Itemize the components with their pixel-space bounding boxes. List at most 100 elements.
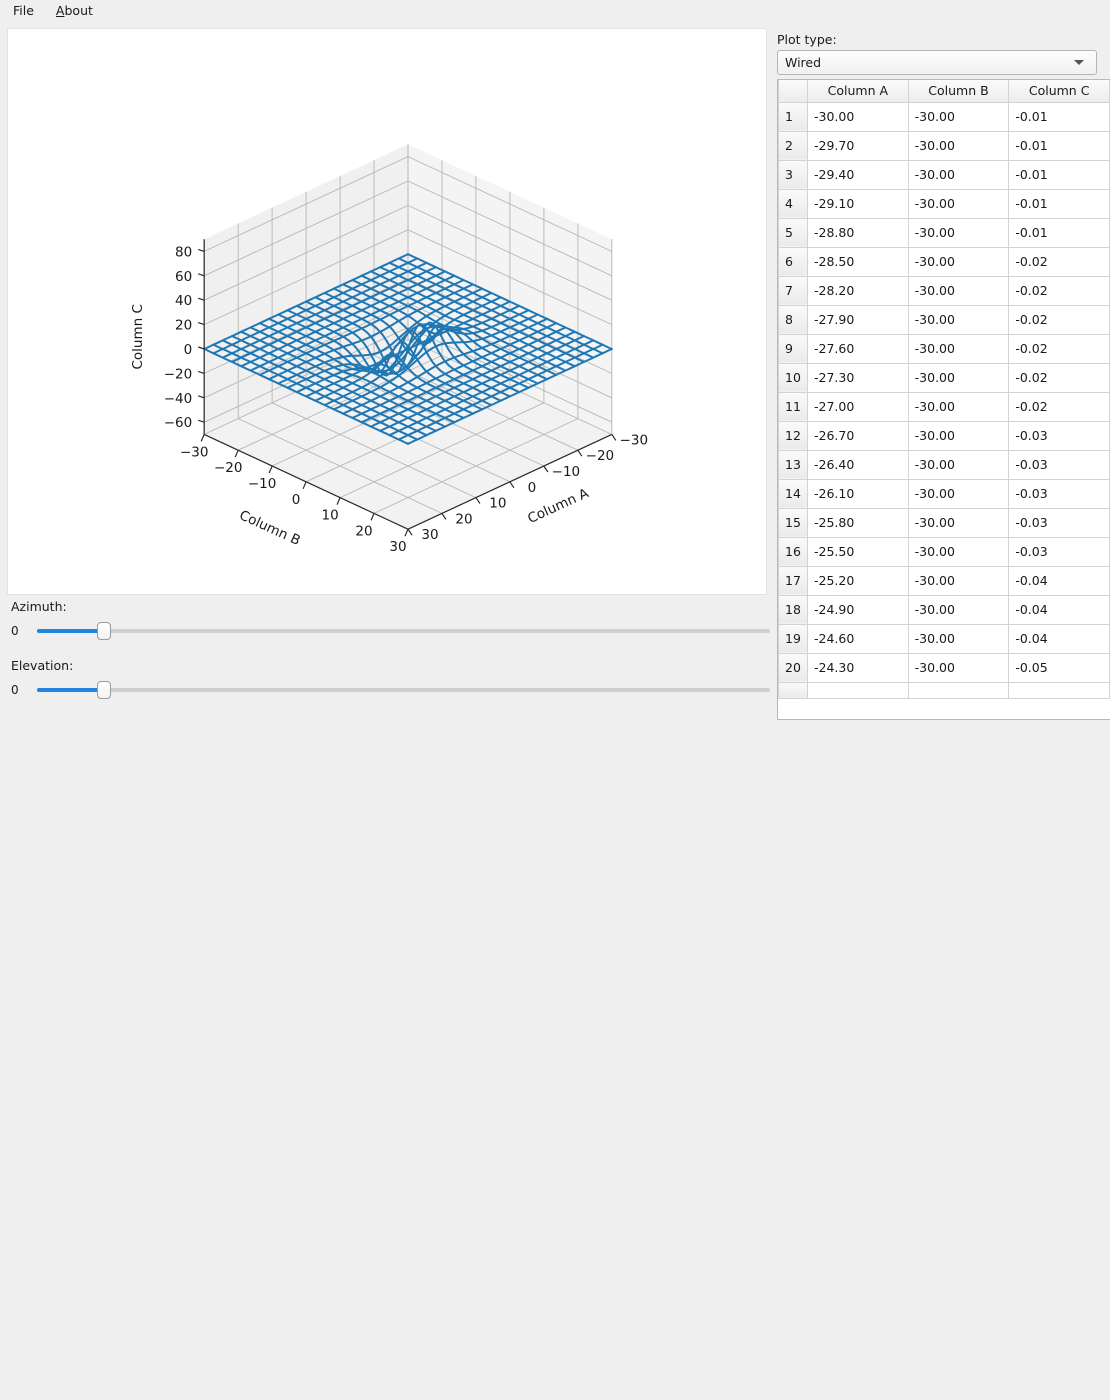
- row-number-cell[interactable]: 4: [778, 188, 808, 219]
- azimuth-slider[interactable]: [37, 622, 770, 640]
- table-row[interactable]: 15 -25.80 -30.00 -0.03: [778, 507, 1110, 538]
- table-row[interactable]: 6 -28.50 -30.00 -0.02: [778, 246, 1110, 277]
- cell-column-a[interactable]: -24.90: [807, 594, 909, 625]
- cell-column-a[interactable]: -24.60: [807, 623, 909, 654]
- cell-column-a[interactable]: -24.30: [807, 652, 909, 683]
- cell-column-b[interactable]: -30.00: [907, 594, 1010, 625]
- cell-column-b[interactable]: -30.00: [907, 159, 1010, 190]
- cell-column-a[interactable]: -25.80: [807, 507, 909, 538]
- cell-column-b[interactable]: -30.00: [907, 246, 1010, 277]
- row-number-cell[interactable]: 3: [778, 159, 808, 190]
- table-row[interactable]: 16 -25.50 -30.00 -0.03: [778, 536, 1110, 567]
- cell-column-c[interactable]: -0.01: [1008, 101, 1110, 132]
- cell-column-b[interactable]: -30.00: [907, 304, 1010, 335]
- row-number-cell[interactable]: 10: [778, 362, 808, 393]
- row-number-cell[interactable]: 5: [778, 217, 808, 248]
- plot-canvas[interactable]: −60 −40 −20 0 20 40 60 80 −30 −20 −10 0 10 20 30 −30 −20…: [7, 28, 767, 595]
- table-row[interactable]: 8 -27.90 -30.00 -0.02: [778, 304, 1110, 335]
- cell-column-c[interactable]: -0.02: [1008, 333, 1110, 364]
- table-row[interactable]: 10 -27.30 -30.00 -0.02: [778, 362, 1110, 393]
- cell-column-b[interactable]: -30.00: [907, 478, 1010, 509]
- table-row[interactable]: 18 -24.90 -30.00 -0.04: [778, 594, 1110, 625]
- cell-column-a[interactable]: -27.30: [807, 362, 909, 393]
- row-number-cell[interactable]: 6: [778, 246, 808, 277]
- cell-column-c[interactable]: -0.01: [1008, 130, 1110, 161]
- cell-column-b[interactable]: -30.00: [907, 333, 1010, 364]
- row-number-cell[interactable]: 15: [778, 507, 808, 538]
- cell-column-b[interactable]: -30.00: [907, 188, 1010, 219]
- row-number-cell[interactable]: 13: [778, 449, 808, 480]
- cell-column-c[interactable]: -0.01: [1008, 159, 1110, 190]
- cell-column-c[interactable]: -0.03: [1008, 478, 1110, 509]
- column-header-a[interactable]: Column A: [807, 80, 909, 103]
- table-row[interactable]: 17 -25.20 -30.00 -0.04: [778, 565, 1110, 596]
- cell-column-c[interactable]: -0.05: [1008, 652, 1110, 683]
- cell-column-c[interactable]: -0.01: [1008, 188, 1110, 219]
- cell-column-c[interactable]: -0.02: [1008, 362, 1110, 393]
- cell-column-b[interactable]: -30.00: [907, 420, 1010, 451]
- table-row[interactable]: 9 -27.60 -30.00 -0.02: [778, 333, 1110, 364]
- row-number-cell[interactable]: 17: [778, 565, 808, 596]
- cell-column-b[interactable]: -30.00: [907, 362, 1010, 393]
- cell-column-a[interactable]: -29.10: [807, 188, 909, 219]
- row-number-cell[interactable]: 19: [778, 623, 808, 654]
- cell-column-a[interactable]: -29.70: [807, 130, 909, 161]
- table-row[interactable]: 7 -28.20 -30.00 -0.02: [778, 275, 1110, 306]
- table-row[interactable]: 11 -27.00 -30.00 -0.02: [778, 391, 1110, 422]
- plot-type-select[interactable]: Wired: [777, 50, 1097, 75]
- cell-column-a[interactable]: -28.80: [807, 217, 909, 248]
- cell-column-a[interactable]: -27.60: [807, 333, 909, 364]
- cell-column-b[interactable]: -30.00: [907, 565, 1010, 596]
- cell-column-a[interactable]: -28.20: [807, 275, 909, 306]
- table-row[interactable]: 19 -24.60 -30.00 -0.04: [778, 623, 1110, 654]
- table-row[interactable]: 4 -29.10 -30.00 -0.01: [778, 188, 1110, 219]
- cell-column-c[interactable]: -0.03: [1008, 449, 1110, 480]
- column-header-c[interactable]: Column C: [1008, 80, 1110, 103]
- cell-column-c[interactable]: -0.04: [1008, 594, 1110, 625]
- cell-column-c[interactable]: -0.02: [1008, 391, 1110, 422]
- table-corner-header[interactable]: [778, 80, 808, 103]
- cell-column-b[interactable]: -30.00: [907, 130, 1010, 161]
- elevation-slider-handle[interactable]: [96, 681, 111, 699]
- cell-column-c[interactable]: -0.02: [1008, 275, 1110, 306]
- cell-column-b[interactable]: -30.00: [907, 449, 1010, 480]
- cell-column-a[interactable]: -30.00: [807, 101, 909, 132]
- row-number-cell[interactable]: 2: [778, 130, 808, 161]
- row-number-cell[interactable]: 18: [778, 594, 808, 625]
- table-row[interactable]: 14 -26.10 -30.00 -0.03: [778, 478, 1110, 509]
- cell-column-c[interactable]: -0.02: [1008, 304, 1110, 335]
- row-number-cell[interactable]: 1: [778, 101, 808, 132]
- empty-cell[interactable]: [1008, 681, 1110, 699]
- menu-item-file[interactable]: File: [13, 3, 34, 18]
- cell-column-c[interactable]: -0.03: [1008, 536, 1110, 567]
- empty-cell[interactable]: [907, 681, 1010, 699]
- data-table-container[interactable]: Column A Column B Column C 1 -30.00 -30.00…: [777, 79, 1110, 720]
- azimuth-slider-handle[interactable]: [96, 622, 111, 640]
- cell-column-c[interactable]: -0.03: [1008, 507, 1110, 538]
- table-row[interactable]: 3 -29.40 -30.00 -0.01: [778, 159, 1110, 190]
- row-number-cell[interactable]: 16: [778, 536, 808, 567]
- row-number-cell[interactable]: 14: [778, 478, 808, 509]
- cell-column-a[interactable]: -29.40: [807, 159, 909, 190]
- table-row[interactable]: 12 -26.70 -30.00 -0.03: [778, 420, 1110, 451]
- column-header-b[interactable]: Column B: [907, 80, 1010, 103]
- cell-column-a[interactable]: -26.40: [807, 449, 909, 480]
- cell-column-b[interactable]: -30.00: [907, 623, 1010, 654]
- cell-column-c[interactable]: -0.02: [1008, 246, 1110, 277]
- cell-column-b[interactable]: -30.00: [907, 101, 1010, 132]
- cell-column-a[interactable]: -26.70: [807, 420, 909, 451]
- cell-column-a[interactable]: -25.50: [807, 536, 909, 567]
- table-row[interactable]: 2 -29.70 -30.00 -0.01: [778, 130, 1110, 161]
- cell-column-c[interactable]: -0.04: [1008, 565, 1110, 596]
- cell-column-a[interactable]: -25.20: [807, 565, 909, 596]
- table-row[interactable]: 13 -26.40 -30.00 -0.03: [778, 449, 1110, 480]
- row-number-cell[interactable]: 11: [778, 391, 808, 422]
- cell-column-b[interactable]: -30.00: [907, 507, 1010, 538]
- cell-column-a[interactable]: -28.50: [807, 246, 909, 277]
- table-row[interactable]: 5 -28.80 -30.00 -0.01: [778, 217, 1110, 248]
- elevation-slider[interactable]: [37, 681, 770, 699]
- menu-item-about[interactable]: About: [47, 1, 102, 20]
- cell-column-a[interactable]: -27.90: [807, 304, 909, 335]
- cell-column-b[interactable]: -30.00: [907, 536, 1010, 567]
- row-number-cell[interactable]: 9: [778, 333, 808, 364]
